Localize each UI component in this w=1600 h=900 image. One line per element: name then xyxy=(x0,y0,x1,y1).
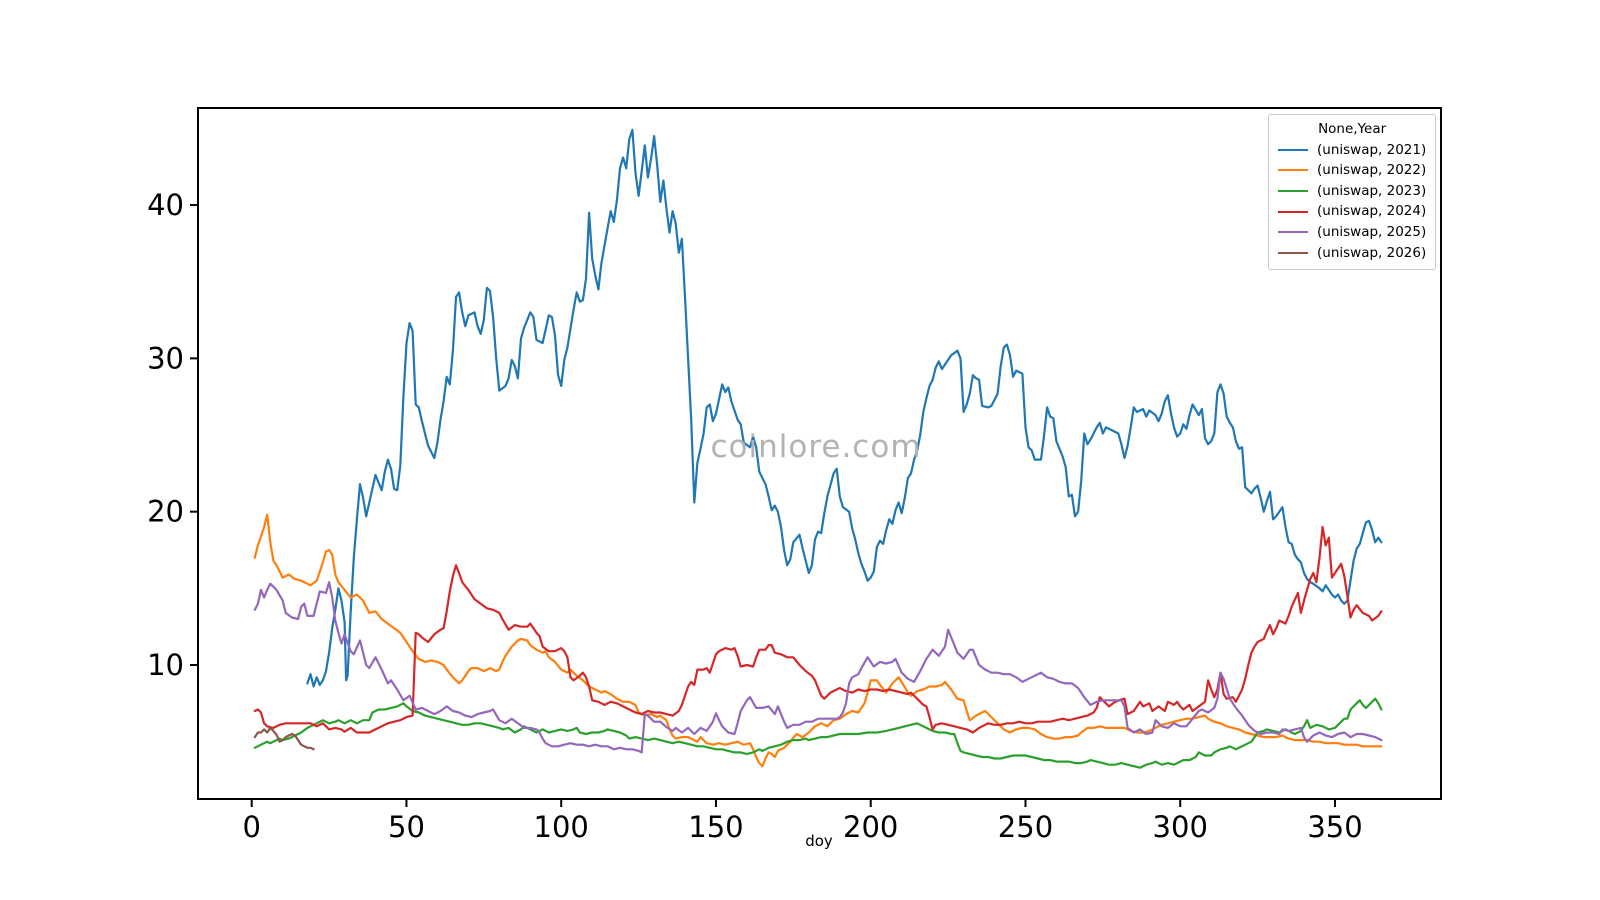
x-tick-label: 250 xyxy=(998,810,1053,844)
y-tick-label: 20 xyxy=(147,495,184,529)
legend-swatch-line xyxy=(1278,190,1308,193)
legend-entry: (uniswap, 2022) xyxy=(1278,160,1426,181)
x-tick-label: 150 xyxy=(688,810,743,844)
y-tick-label: 40 xyxy=(147,188,184,222)
x-tick-label: 0 xyxy=(242,810,260,844)
series-line xyxy=(306,128,1383,688)
series-line xyxy=(253,697,1383,769)
legend-entry-label: (uniswap, 2021) xyxy=(1317,141,1427,158)
legend-entry-label: (uniswap, 2024) xyxy=(1317,203,1427,220)
legend-swatch-line xyxy=(1278,148,1308,151)
legend-swatch-line xyxy=(1278,231,1308,234)
series-line xyxy=(253,726,315,751)
legend-entry: (uniswap, 2021) xyxy=(1278,140,1426,161)
legend-title: None,Year xyxy=(1318,121,1387,137)
legend-swatch-line xyxy=(1278,251,1308,254)
legend-entry: (uniswap, 2025) xyxy=(1278,222,1426,243)
y-tick-label: 10 xyxy=(147,648,184,682)
legend-swatch-line xyxy=(1278,169,1308,172)
axes-spines xyxy=(197,107,1442,800)
x-tick-label: 100 xyxy=(534,810,589,844)
x-tick-label: 50 xyxy=(388,810,425,844)
legend-entry-label: (uniswap, 2025) xyxy=(1317,223,1427,240)
series-line xyxy=(253,525,1383,734)
legend-entry-label: (uniswap, 2026) xyxy=(1317,244,1427,261)
series-line xyxy=(253,581,1383,754)
x-axis-label: doy xyxy=(805,832,833,850)
y-tick-label: 30 xyxy=(147,341,184,375)
legend-swatch-line xyxy=(1278,210,1308,213)
legend-entry-label: (uniswap, 2023) xyxy=(1317,182,1427,199)
x-tick-label: 300 xyxy=(1153,810,1208,844)
x-tick-label: 350 xyxy=(1307,810,1362,844)
legend-entry-label: (uniswap, 2022) xyxy=(1317,162,1427,179)
series-line xyxy=(253,513,1383,768)
watermark: coinlore.com xyxy=(710,429,922,465)
x-tick-label: 200 xyxy=(843,810,898,844)
legend-entry: (uniswap, 2026) xyxy=(1278,243,1426,264)
legend: None,Year (uniswap, 2021) (uniswap, 2022)… xyxy=(1268,114,1437,271)
legend-entry: (uniswap, 2024) xyxy=(1278,201,1426,222)
legend-entry: (uniswap, 2023) xyxy=(1278,181,1426,202)
